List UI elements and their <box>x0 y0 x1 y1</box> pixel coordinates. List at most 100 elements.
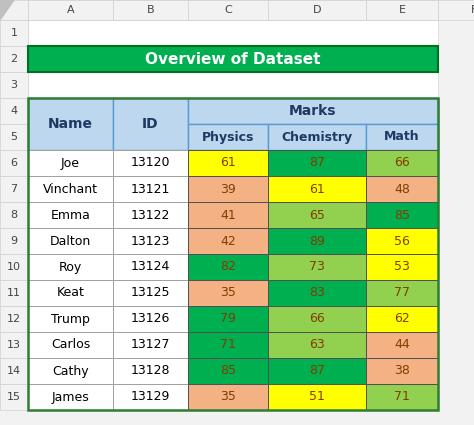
Text: 61: 61 <box>309 182 325 196</box>
Bar <box>113 150 188 176</box>
Bar <box>366 176 438 202</box>
Text: Physics: Physics <box>202 130 254 144</box>
Text: D: D <box>313 5 321 15</box>
Bar <box>113 384 188 410</box>
Text: 53: 53 <box>394 261 410 274</box>
Bar <box>366 124 438 150</box>
Bar <box>0 384 28 410</box>
Polygon shape <box>0 0 14 20</box>
Text: Roy: Roy <box>59 261 82 274</box>
Bar <box>268 306 366 332</box>
Bar <box>366 0 438 20</box>
Bar <box>28 306 113 332</box>
Bar <box>28 228 113 254</box>
Text: 9: 9 <box>10 236 18 246</box>
Bar <box>188 124 268 150</box>
Bar <box>0 202 28 228</box>
Bar <box>0 20 28 46</box>
Bar <box>113 0 188 20</box>
Bar <box>268 280 366 306</box>
Bar <box>28 228 438 254</box>
Bar <box>28 358 113 384</box>
Text: 13: 13 <box>7 340 21 350</box>
Bar <box>0 280 28 306</box>
Text: Chemistry: Chemistry <box>282 130 353 144</box>
Bar <box>28 46 438 72</box>
Text: 44: 44 <box>394 338 410 351</box>
Text: 85: 85 <box>220 365 236 377</box>
Bar <box>0 0 438 20</box>
Bar <box>0 72 28 98</box>
Text: 13127: 13127 <box>131 338 170 351</box>
Bar <box>366 306 438 332</box>
Text: 7: 7 <box>10 184 18 194</box>
Bar <box>28 202 113 228</box>
Text: Keat: Keat <box>56 286 84 300</box>
Bar <box>188 280 268 306</box>
Text: Math: Math <box>384 130 420 144</box>
Text: 61: 61 <box>220 156 236 170</box>
Bar <box>268 150 366 176</box>
Bar <box>113 228 188 254</box>
Text: 77: 77 <box>394 286 410 300</box>
Text: F: F <box>471 5 474 15</box>
Bar <box>188 384 268 410</box>
Text: 39: 39 <box>220 182 236 196</box>
Bar <box>366 254 438 280</box>
Bar <box>366 150 438 176</box>
Text: 66: 66 <box>394 156 410 170</box>
Text: 79: 79 <box>220 312 236 326</box>
Bar <box>188 0 268 20</box>
Text: 2: 2 <box>10 54 18 64</box>
Bar <box>28 306 438 332</box>
Text: Overview of Dataset: Overview of Dataset <box>145 51 321 66</box>
Bar <box>188 228 268 254</box>
Text: 3: 3 <box>10 80 18 90</box>
Text: 87: 87 <box>309 365 325 377</box>
Bar <box>0 124 28 150</box>
Bar <box>28 46 438 72</box>
Bar <box>188 254 268 280</box>
Bar <box>188 98 438 124</box>
Bar <box>188 332 268 358</box>
Text: Emma: Emma <box>51 209 91 221</box>
Bar <box>0 150 28 176</box>
Bar <box>438 0 474 20</box>
Bar <box>0 98 28 124</box>
Text: 12: 12 <box>7 314 21 324</box>
Bar <box>268 202 366 228</box>
Bar <box>28 150 438 176</box>
Bar <box>188 150 268 176</box>
Bar <box>28 176 113 202</box>
Bar <box>0 176 28 202</box>
Bar <box>28 384 113 410</box>
Text: 71: 71 <box>220 338 236 351</box>
Bar <box>366 202 438 228</box>
Text: Dalton: Dalton <box>50 235 91 247</box>
Text: 13122: 13122 <box>131 209 170 221</box>
Text: 13124: 13124 <box>131 261 170 274</box>
Bar <box>268 176 366 202</box>
Text: 38: 38 <box>394 365 410 377</box>
Bar <box>0 46 28 72</box>
Bar <box>28 98 113 150</box>
Text: 56: 56 <box>394 235 410 247</box>
Bar <box>366 228 438 254</box>
Bar <box>0 228 28 254</box>
Bar <box>0 306 28 332</box>
Text: 8: 8 <box>10 210 18 220</box>
Bar <box>113 176 188 202</box>
Text: Trump: Trump <box>51 312 90 326</box>
Text: 1: 1 <box>10 28 18 38</box>
Bar <box>113 358 188 384</box>
Text: 35: 35 <box>220 286 236 300</box>
Bar <box>113 202 188 228</box>
Bar <box>28 98 438 410</box>
Text: 11: 11 <box>7 288 21 298</box>
Text: C: C <box>224 5 232 15</box>
Text: 13129: 13129 <box>131 391 170 403</box>
Text: 62: 62 <box>394 312 410 326</box>
Bar <box>28 384 438 410</box>
Text: E: E <box>399 5 405 15</box>
Text: ID: ID <box>142 117 159 131</box>
